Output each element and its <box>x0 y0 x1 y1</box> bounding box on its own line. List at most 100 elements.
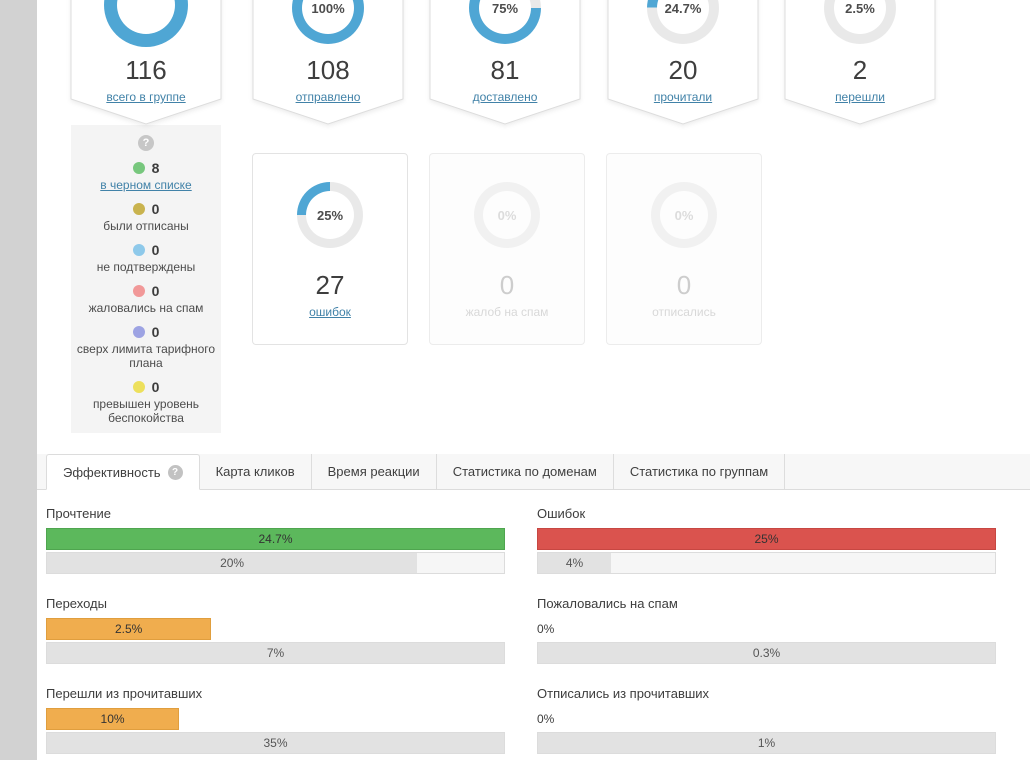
unconfirmed-count: 0 <box>151 242 160 258</box>
unsubscribes-card: 0% 0 отписались <box>606 153 762 345</box>
blacklist-dot <box>132 162 145 174</box>
blacklist-link[interactable]: в черном списке <box>100 178 192 192</box>
list-item: 0 были отписаны <box>71 201 221 233</box>
page-left-gutter <box>0 0 37 760</box>
list-item: 0 жаловались на спам <box>71 283 221 315</box>
clicked-donut-percent: 2.5% <box>834 0 886 34</box>
total-link[interactable]: всего в группе <box>106 90 186 104</box>
stats-tab-bar: Эффективность ? Карта кликов Время реакц… <box>37 454 1030 490</box>
read-donut: 24.7% <box>647 0 719 44</box>
unsubscribes-donut: 0% <box>651 182 717 248</box>
metric-spam-complaints: Пожаловались на спам 0% 0.3% <box>537 596 996 664</box>
tab-group-stats[interactable]: Статистика по группам <box>614 454 786 489</box>
badge-shape <box>70 0 222 125</box>
read-donut-percent: 24.7% <box>657 0 709 34</box>
sent-value: 108 <box>306 55 350 85</box>
metric-unsubscribed-from-read: Отписались из прочитавших 0% 1% <box>537 686 996 754</box>
delivered-donut-percent: 75% <box>479 0 531 34</box>
read-link[interactable]: прочитали <box>653 90 713 104</box>
spam-complaint-label: жаловались на спам <box>88 301 204 315</box>
delivered-donut: 75% <box>469 0 541 44</box>
spam-complaint-dot <box>132 285 145 297</box>
errors-donut-percent: 25% <box>306 191 354 239</box>
metrics-column-left: Прочтение 24.7% 20% Переходы 2.5% <box>46 506 505 760</box>
anxiety-count: 0 <box>151 379 160 395</box>
sent-link[interactable]: отправлено <box>295 90 361 104</box>
clicked-from-read-average-bar: 35% <box>47 733 504 753</box>
unsubscribed-count: 0 <box>151 201 160 217</box>
unsubscribes-value: 0 <box>676 270 692 300</box>
unsubscribed-from-read-value-text: 0% <box>537 712 555 726</box>
metric-reading: Прочтение 24.7% 20% <box>46 506 505 574</box>
over-limit-count: 0 <box>151 324 160 340</box>
metric-title: Пожаловались на спам <box>537 596 678 611</box>
spam-complaint-count: 0 <box>151 283 160 299</box>
anxiety-dot <box>132 381 145 393</box>
clicked-value: 2 <box>852 55 868 85</box>
help-icon[interactable]: ? <box>167 464 183 480</box>
badge-shape <box>429 0 581 125</box>
errors-card: 25% 27 ошибок <box>252 153 408 345</box>
spam-complaints-label: жалоб на спам <box>465 305 549 319</box>
reading-average-bar: 20% <box>47 553 418 573</box>
errors-average-bar: 4% <box>538 553 612 573</box>
unsubscribed-label: были отписаны <box>103 219 189 233</box>
blacklist-panel: ? 8 в черном списке 0 были отписаны 0 не… <box>71 125 221 433</box>
clicked-from-read-average-track: 35% <box>46 732 505 754</box>
list-item: 0 превышен уровень беспокойства <box>71 379 221 425</box>
tab-effectiveness-label: Эффективность <box>63 464 161 480</box>
list-item: 8 в черном списке <box>71 160 221 192</box>
tab-domain-stats[interactable]: Статистика по доменам <box>437 454 614 489</box>
tab-click-map[interactable]: Карта кликов <box>200 454 312 489</box>
anxiety-label: превышен уровень беспокойства <box>92 397 200 425</box>
errors-link[interactable]: ошибок <box>309 305 351 319</box>
spam-complaints-value-text: 0% <box>537 622 555 636</box>
total-donut <box>104 0 188 47</box>
metric-title: Переходы <box>46 596 107 611</box>
over-limit-dot <box>132 326 145 338</box>
summary-card-delivered: 75% 81 доставлено <box>429 0 581 125</box>
badge-shape <box>607 0 759 125</box>
metric-title: Отписались из прочитавших <box>537 686 710 701</box>
errors-value-bar: 25% <box>537 528 996 550</box>
metric-title: Прочтение <box>46 506 111 521</box>
unsubscribes-donut-percent: 0% <box>660 191 708 239</box>
reading-value-bar: 24.7% <box>46 528 505 550</box>
clicked-link[interactable]: перешли <box>835 90 885 104</box>
errors-donut: 25% <box>297 182 363 248</box>
unsubscribes-label: отписались <box>652 305 716 319</box>
blacklist-count: 8 <box>151 160 160 176</box>
spam-complaints-donut: 0% <box>474 182 540 248</box>
list-item: 0 сверх лимита тарифного плана <box>71 324 221 370</box>
errors-value: 27 <box>315 270 345 300</box>
list-item: 0 не подтверждены <box>71 242 221 274</box>
summary-card-sent: 100% 108 отправлено <box>252 0 404 125</box>
unconfirmed-label: не подтверждены <box>96 260 196 274</box>
clicked-from-read-value-bar: 10% <box>46 708 180 730</box>
unsubscribed-dot <box>132 203 145 215</box>
metric-title: Ошибок <box>537 506 586 521</box>
badge-shape <box>784 0 936 125</box>
delivered-value: 81 <box>490 55 520 85</box>
errors-average-track: 4% <box>537 552 996 574</box>
read-value: 20 <box>668 55 698 85</box>
tab-effectiveness[interactable]: Эффективность ? <box>46 454 200 490</box>
metric-clicked-from-read: Перешли из прочитавших 10% 35% <box>46 686 505 754</box>
tab-reaction-time[interactable]: Время реакции <box>312 454 437 489</box>
total-value: 116 <box>125 55 167 85</box>
summary-card-total: 116 всего в группе <box>70 0 222 125</box>
help-icon[interactable]: ? <box>138 135 154 151</box>
reading-average-track: 20% <box>46 552 505 574</box>
spam-complaints-value: 0 <box>499 270 515 300</box>
clicked-donut: 2.5% <box>824 0 896 44</box>
summary-card-read: 24.7% 20 прочитали <box>607 0 759 125</box>
spam-complaints-donut-percent: 0% <box>483 191 531 239</box>
delivered-link[interactable]: доставлено <box>472 90 538 104</box>
badge-shape <box>252 0 404 125</box>
spam-complaints-average-track: 0.3% <box>537 642 996 664</box>
over-limit-label: сверх лимита тарифного плана <box>76 342 216 370</box>
spam-complaints-card: 0% 0 жалоб на спам <box>429 153 585 345</box>
unsubscribed-from-read-average-bar: 1% <box>538 733 995 753</box>
total-donut-percent <box>117 0 175 34</box>
